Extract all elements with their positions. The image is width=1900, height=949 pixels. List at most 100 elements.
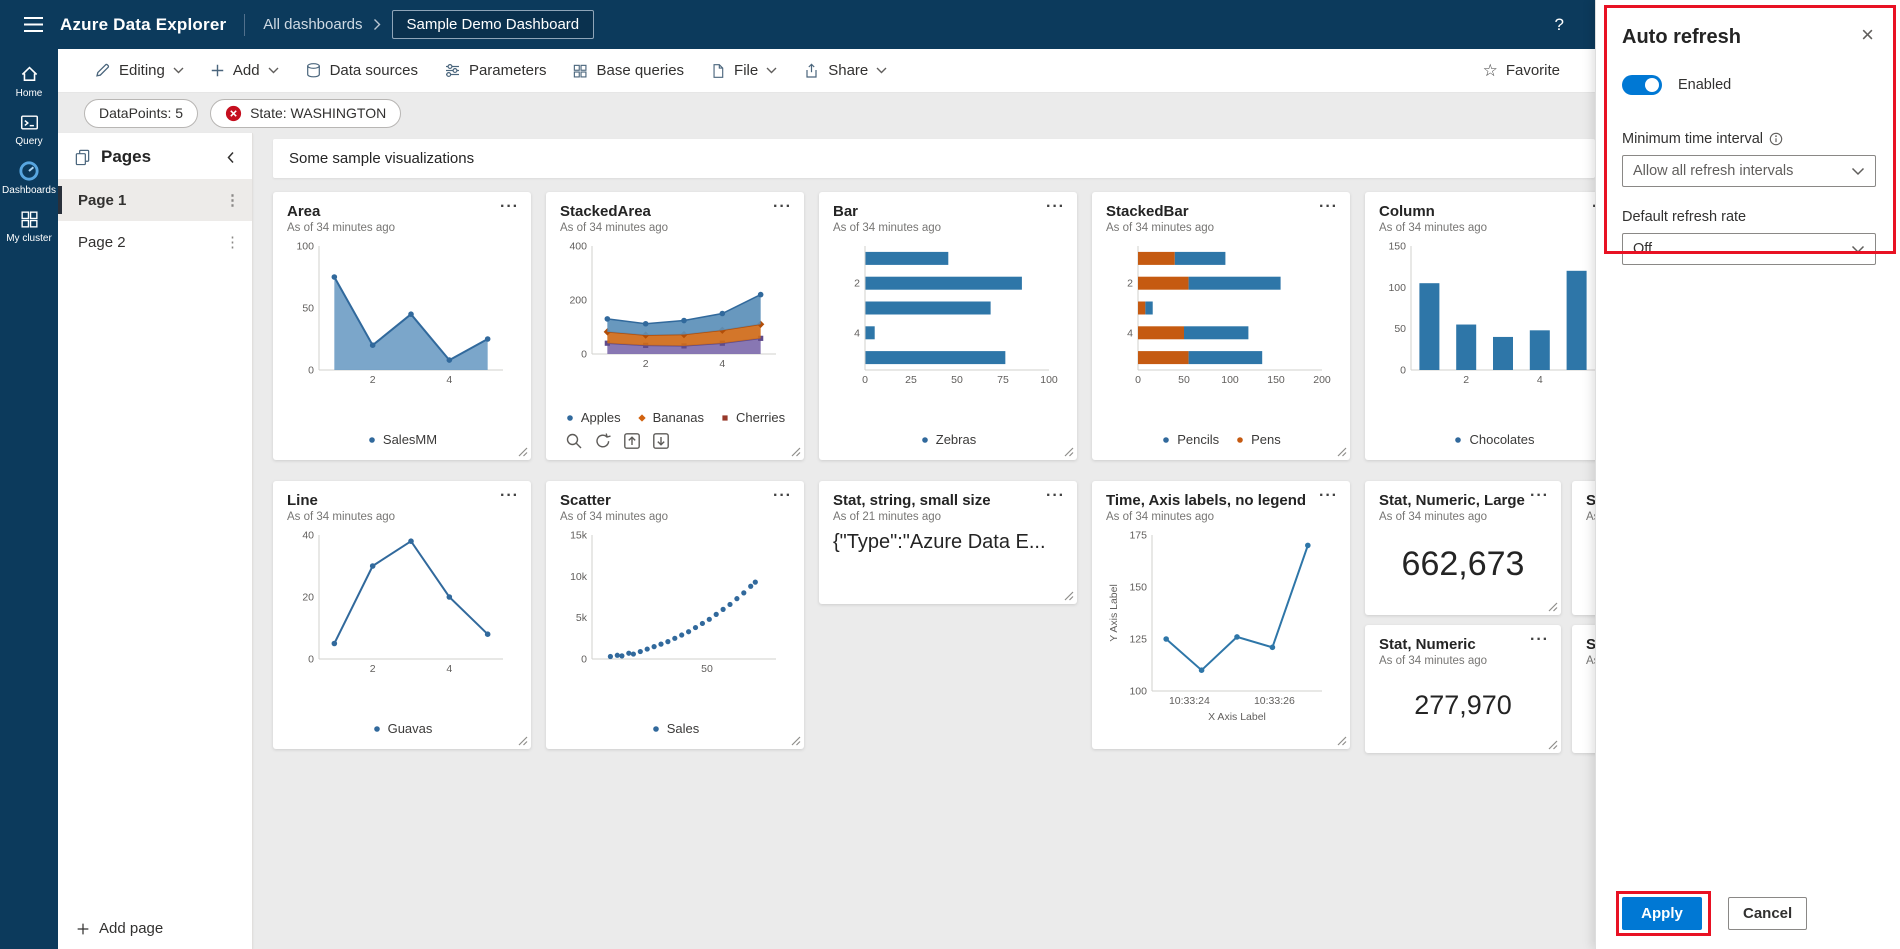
more-options-icon[interactable]: ··· (1319, 198, 1338, 215)
close-icon[interactable]: × (1861, 22, 1874, 47)
state-filter-pill[interactable]: State: WASHINGTON (210, 98, 402, 128)
legend-marker-icon (921, 436, 928, 443)
collapse-panel-button[interactable] (224, 149, 238, 166)
share-button[interactable]: Share (793, 55, 897, 86)
parameters-button[interactable]: Parameters (434, 55, 557, 86)
tile-resize-handle[interactable] (1062, 589, 1074, 601)
tile-header: Stat, Numeric, Large As of 34 minutes ago (1379, 492, 1547, 523)
tile-resize-handle[interactable] (789, 734, 801, 746)
more-options-icon[interactable]: ··· (1046, 487, 1065, 504)
move-up-icon[interactable] (622, 431, 642, 451)
tile-subtitle: As (1586, 511, 1595, 523)
help-button[interactable]: ? (1554, 14, 1564, 34)
tile-subtitle: As of 34 minutes ago (1379, 222, 1488, 234)
tile-resize-handle[interactable] (1546, 738, 1558, 750)
tile-header: Stat, Numeric As of 34 minutes ago (1379, 636, 1547, 667)
move-down-icon[interactable] (651, 431, 671, 451)
tile-resize-handle[interactable] (1335, 734, 1347, 746)
tile-legend: Guavas (287, 721, 517, 740)
add-page-button[interactable]: Add page (76, 920, 163, 937)
tile-resize-handle[interactable] (1335, 445, 1347, 457)
tile-subtitle: As of 34 minutes ago (560, 222, 669, 234)
nav-home[interactable]: Home (0, 57, 58, 105)
tile-header: Area As of 34 minutes ago (287, 203, 517, 234)
data-sources-button[interactable]: Data sources (295, 55, 428, 86)
remove-filter-icon[interactable] (225, 105, 242, 122)
dashboard-canvas: Some sample visualizations Area As of 34 … (253, 133, 1595, 949)
info-icon[interactable] (1769, 132, 1783, 146)
nav-dashboards[interactable]: Dashboards (0, 153, 58, 202)
more-options-icon[interactable]: ··· (500, 487, 519, 504)
left-nav-rail: Home Query Dashboards My cluster (0, 49, 58, 949)
apply-button[interactable]: Apply (1622, 897, 1702, 930)
tile-subtitle: As of 21 minutes ago (833, 511, 942, 523)
panel-title: Auto refresh (1622, 26, 1741, 48)
file-button[interactable]: File (700, 55, 787, 86)
dashboard-name-input[interactable]: Sample Demo Dashboard (391, 10, 595, 39)
default-rate-dropdown[interactable]: Off (1622, 233, 1876, 265)
legend-marker-icon (373, 725, 380, 732)
tile-resize-handle[interactable] (1546, 600, 1558, 612)
stat-body: {"Type":"Azure Data E... (833, 523, 1063, 595)
chevron-down-icon (1851, 245, 1865, 253)
refresh-icon[interactable] (593, 431, 613, 451)
base-queries-icon (574, 64, 587, 77)
menu-icon[interactable] (16, 8, 50, 42)
more-options-icon[interactable]: ··· (1530, 487, 1549, 504)
more-options-icon[interactable]: ··· (773, 198, 792, 215)
tile-subtitle: As of 34 minutes ago (287, 222, 396, 234)
min-interval-dropdown[interactable]: Allow all refresh intervals (1622, 155, 1876, 187)
svg-text:4: 4 (446, 663, 452, 675)
datapoints-pill-label: DataPoints: 5 (99, 105, 184, 121)
chevron-left-icon (227, 151, 234, 163)
svg-text:75: 75 (997, 374, 1009, 386)
page-item-2[interactable]: Page 2 ⋮ (58, 221, 252, 263)
nav-my-cluster[interactable]: My cluster (0, 202, 58, 250)
legend-item: Chocolates (1453, 432, 1535, 447)
favorite-button[interactable]: ☆ Favorite (1473, 55, 1570, 86)
more-options-icon[interactable]: ··· (1530, 631, 1549, 648)
tile-resize-handle[interactable] (789, 445, 801, 457)
more-options-icon[interactable]: ··· (773, 487, 792, 504)
add-button[interactable]: Add (200, 55, 289, 86)
editing-mode-button[interactable]: Editing (84, 55, 194, 86)
hamburger-icon (23, 17, 43, 32)
tile-subtitle: As of 34 minutes ago (1379, 511, 1488, 523)
svg-text:25: 25 (905, 374, 917, 386)
more-options-icon[interactable]: ··· (1319, 487, 1338, 504)
toggle-knob (1645, 78, 1659, 92)
page-menu-button[interactable]: ⋮ (225, 192, 240, 209)
parameters-icon (445, 63, 459, 78)
base-queries-button[interactable]: Base queries (562, 55, 694, 86)
cancel-button[interactable]: Cancel (1728, 897, 1808, 930)
dashboard-toolbar: Editing Add Data sources Parameters Base… (58, 49, 1900, 93)
more-options-icon[interactable]: ··· (1046, 198, 1065, 215)
tile-scatter: Scatter As of 34 minutes ago ··· 0 5k 10k 15k 5… (546, 481, 804, 749)
breadcrumb-all-dashboards[interactable]: All dashboards (263, 16, 363, 33)
svg-text:200: 200 (569, 295, 587, 307)
legend-item: Cherries (720, 410, 785, 425)
more-options-icon[interactable]: ··· (1592, 198, 1595, 216)
more-options-icon[interactable]: ··· (500, 198, 519, 215)
tile-resize-handle[interactable] (1062, 445, 1074, 457)
svg-text:175: 175 (1129, 530, 1147, 542)
legend-marker-icon (567, 414, 573, 421)
stat-value: 662,673 (1401, 545, 1525, 583)
tile-legend: Apples Bananas Cherries (560, 410, 790, 429)
svg-text:0: 0 (1400, 365, 1406, 377)
auto-refresh-toggle[interactable] (1622, 75, 1662, 95)
nav-query[interactable]: Query (0, 105, 58, 153)
svg-text:4: 4 (1537, 374, 1543, 386)
database-icon (306, 63, 320, 78)
page-menu-button[interactable]: ⋮ (225, 234, 240, 251)
svg-text:0: 0 (862, 374, 868, 386)
tile-resize-handle[interactable] (516, 734, 528, 746)
svg-text:0: 0 (1135, 374, 1141, 386)
page-item-1[interactable]: Page 1 ⋮ (58, 179, 252, 221)
tile-resize-handle[interactable] (516, 445, 528, 457)
min-interval-value: Allow all refresh intervals (1633, 163, 1794, 179)
search-icon[interactable] (564, 431, 584, 451)
auto-refresh-panel: Auto refresh × Enabled Minimum time inte… (1595, 0, 1900, 949)
legend-label: Sales (666, 721, 700, 736)
datapoints-parameter-pill[interactable]: DataPoints: 5 (84, 98, 199, 128)
